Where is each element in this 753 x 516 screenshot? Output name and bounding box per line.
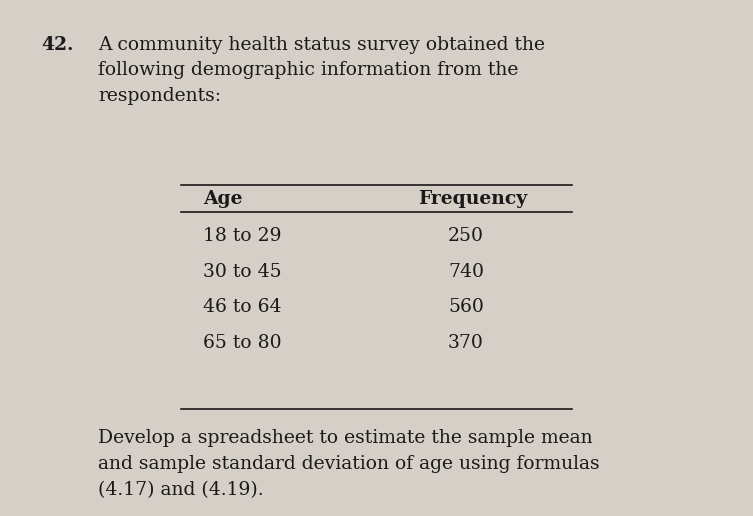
Text: 18 to 29: 18 to 29 — [203, 228, 282, 245]
Text: 740: 740 — [448, 263, 484, 281]
Text: Develop a spreadsheet to estimate the sample mean
and sample standard deviation : Develop a spreadsheet to estimate the sa… — [98, 429, 599, 499]
Text: Age: Age — [203, 190, 242, 208]
Text: 46 to 64: 46 to 64 — [203, 298, 282, 316]
Text: 30 to 45: 30 to 45 — [203, 263, 282, 281]
Text: Frequency: Frequency — [418, 190, 527, 208]
Text: 250: 250 — [448, 228, 484, 245]
Text: 370: 370 — [448, 334, 484, 352]
Text: 65 to 80: 65 to 80 — [203, 334, 282, 352]
Text: 42.: 42. — [41, 36, 74, 54]
Text: A community health status survey obtained the
following demographic information : A community health status survey obtaine… — [98, 36, 545, 105]
Text: 560: 560 — [448, 298, 484, 316]
